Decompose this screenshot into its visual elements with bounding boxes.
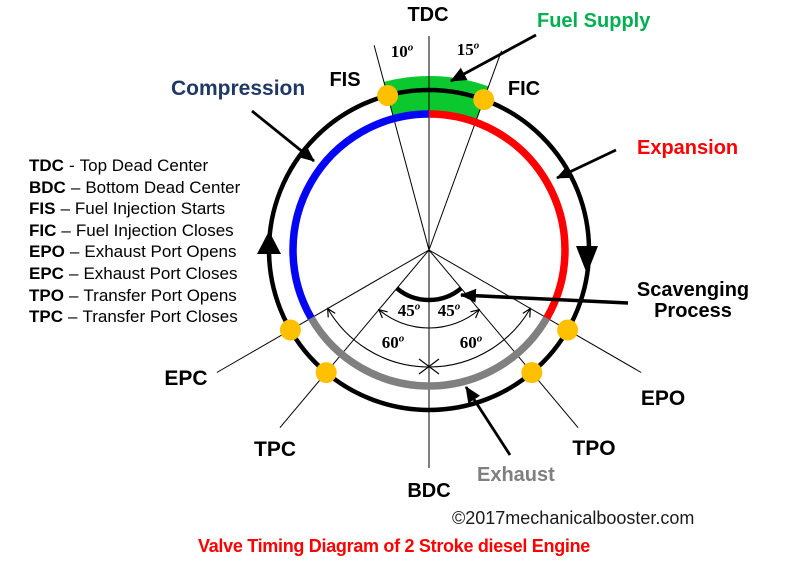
credit-text: ©2017mechanicalbooster.com xyxy=(452,508,695,528)
fis-label: FIS xyxy=(329,69,361,91)
fis-marker-dot xyxy=(377,85,399,106)
legend-sep: – xyxy=(68,263,79,283)
legend-sep: - xyxy=(68,156,75,175)
legend-desc: Exhaust Port Opens xyxy=(84,242,237,262)
compression-leader-arrow xyxy=(251,109,315,163)
epc-label: EPC xyxy=(164,367,208,390)
diagram-title: Valve Timing Diagram of 2 Stroke diesel … xyxy=(197,536,591,556)
legend-desc: Top Dead Center xyxy=(79,156,209,175)
exhaust-leader-arrow xyxy=(464,386,512,456)
exhaust-label: Exhaust xyxy=(477,464,555,486)
legend-desc: Bottom Dead Center xyxy=(85,177,241,197)
legend-sep: – xyxy=(68,285,79,305)
angle-15-label: 15o xyxy=(456,39,480,59)
legend-abbr: EPC xyxy=(29,263,64,283)
legend-abbr: FIS xyxy=(29,199,56,219)
legend-row: BDC – Bottom Dead Center xyxy=(29,177,240,199)
fuel-supply-label: Fuel Supply xyxy=(537,10,651,32)
angle-10-label: 10o xyxy=(390,41,414,61)
legend-sep: – xyxy=(68,307,78,327)
fic-label: FIC xyxy=(507,78,541,100)
legend-desc: Transfer Port Opens xyxy=(83,285,237,305)
legend-sep: – xyxy=(70,177,81,197)
legend-row: TPO – Transfer Port Opens xyxy=(29,285,240,307)
legend-abbr: TDC xyxy=(29,156,64,175)
legend-abbr: EPO xyxy=(29,242,65,262)
legend-sep: – xyxy=(61,220,71,240)
dim-cross-tick-2 xyxy=(418,358,440,375)
legend-sep: – xyxy=(60,199,70,219)
legend-desc: Fuel Injection Starts xyxy=(74,199,226,219)
legend-abbr: BDC xyxy=(29,177,66,197)
epo-label: EPO xyxy=(640,387,686,410)
fis-radial-line xyxy=(373,45,430,251)
scavenging-label-line2: Process xyxy=(654,300,732,322)
epc-marker-dot xyxy=(279,319,301,341)
angle-60-right-label: 60o xyxy=(459,332,483,352)
scavenging-label: Scavenging Process xyxy=(637,280,749,322)
tpo-marker-dot xyxy=(521,362,543,384)
legend-desc: Fuel Injection Closes xyxy=(75,220,234,240)
fuel-supply-band xyxy=(383,76,489,120)
epo-radial-line xyxy=(428,249,642,373)
compression-label: Compression xyxy=(171,77,306,100)
compression-arc xyxy=(289,110,430,320)
scavenging-label-line1: Scavenging xyxy=(636,279,750,301)
angle-45-left-label: 45o xyxy=(397,300,421,320)
legend: TDC - Top Dead Center BDC – Bottom Dead Cent… xyxy=(29,155,240,328)
legend-abbr: TPC xyxy=(29,307,63,327)
legend-desc: Exhaust Port Closes xyxy=(83,263,238,283)
legend-row: EPC – Exhaust Port Closes xyxy=(29,263,240,285)
legend-sep: – xyxy=(69,242,80,262)
rotation-arrow-right xyxy=(576,246,598,274)
legend-row: EPO – Exhaust Port Opens xyxy=(29,241,240,263)
exhaust-arc xyxy=(307,316,551,390)
fuel-supply-leader-arrow xyxy=(450,33,537,83)
epc-radial-line xyxy=(216,249,430,373)
tdc-label: TDC xyxy=(407,4,449,26)
fic-marker-dot xyxy=(473,89,495,111)
legend-row: FIC – Fuel Injection Closes xyxy=(29,220,240,242)
legend-row: FIS – Fuel Injection Starts xyxy=(29,198,240,220)
fic-radial-line xyxy=(428,50,502,251)
tpo-radial-line xyxy=(428,249,579,429)
rotation-arrow-left xyxy=(257,231,281,254)
expansion-leader-arrow xyxy=(556,148,617,180)
tpc-label: TPC xyxy=(254,438,296,461)
legend-row: TDC - Top Dead Center xyxy=(29,155,240,177)
legend-desc: Transfer Port Closes xyxy=(82,307,238,327)
tpc-radial-line xyxy=(279,249,430,429)
scavenging-arc xyxy=(395,286,463,303)
scavenging-leader-arrow xyxy=(460,288,629,305)
legend-abbr: TPO xyxy=(29,285,64,305)
epo-marker-dot xyxy=(557,319,579,341)
legend-row: TPC – Transfer Port Closes xyxy=(29,306,240,328)
legend-abbr: FIC xyxy=(29,220,57,240)
tpo-label: TPO xyxy=(572,437,616,460)
angle-45-right-label: 45o xyxy=(437,300,461,320)
angle-60-left-label: 60o xyxy=(381,332,405,352)
expansion-label: Expansion xyxy=(637,137,739,159)
bdc-label: BDC xyxy=(407,480,451,502)
expansion-arc xyxy=(428,110,569,320)
tpc-marker-dot xyxy=(315,362,337,384)
